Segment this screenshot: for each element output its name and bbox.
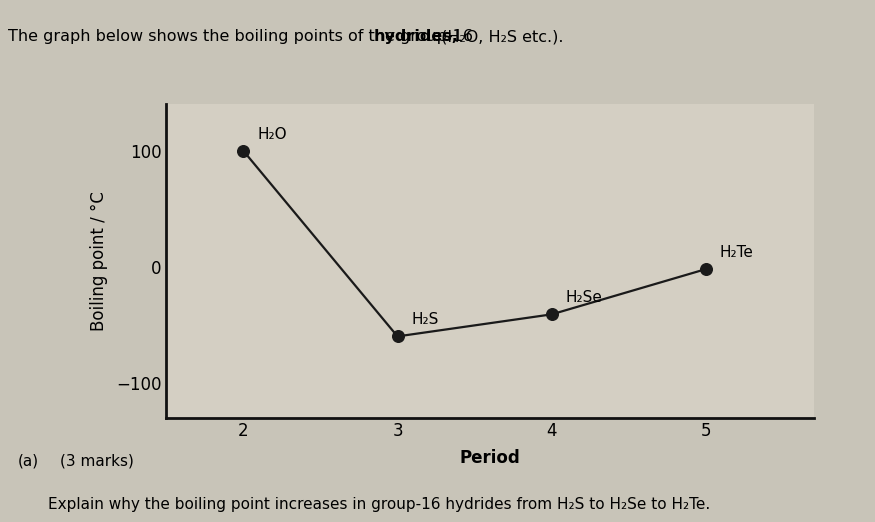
Point — [390, 332, 404, 340]
Text: H₂Te: H₂Te — [720, 245, 753, 260]
Point — [544, 310, 558, 318]
Y-axis label: Boiling point / °C: Boiling point / °C — [89, 191, 108, 331]
Text: The graph below shows the boiling points of the group-16: The graph below shows the boiling points… — [8, 29, 478, 44]
Text: (a): (a) — [18, 453, 39, 468]
Text: hydrides,: hydrides, — [374, 29, 458, 44]
X-axis label: Period: Period — [459, 449, 521, 467]
Text: (3 marks): (3 marks) — [60, 453, 134, 468]
Text: (H₂O, H₂S etc.).: (H₂O, H₂S etc.). — [436, 29, 564, 44]
Text: H₂Se: H₂Se — [565, 290, 602, 305]
Point — [236, 147, 250, 155]
Point — [699, 265, 713, 274]
Text: H₂O: H₂O — [257, 126, 287, 141]
Text: Explain why the boiling point increases in group-16 hydrides from H₂S to H₂Se to: Explain why the boiling point increases … — [48, 496, 710, 512]
Text: H₂S: H₂S — [411, 312, 438, 327]
